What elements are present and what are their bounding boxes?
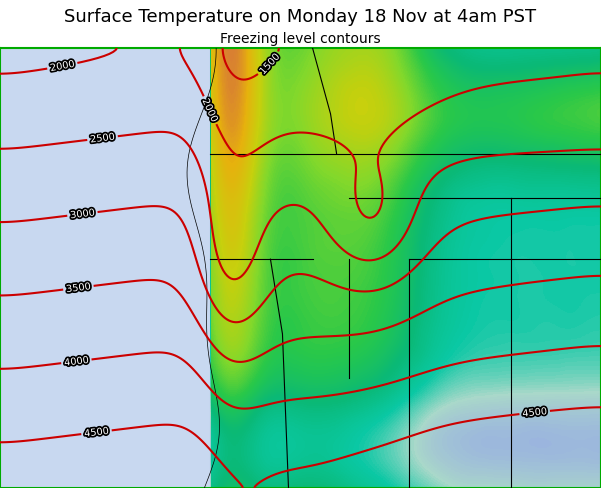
Text: 2500: 2500	[90, 132, 115, 145]
Text: 4500: 4500	[522, 407, 548, 419]
Text: Surface Temperature on Monday 18 Nov at 4am PST: Surface Temperature on Monday 18 Nov at …	[64, 8, 537, 26]
Text: 4500: 4500	[84, 426, 109, 439]
Text: Freezing level contours: Freezing level contours	[220, 32, 381, 46]
Text: 1500: 1500	[257, 52, 281, 77]
Text: 2000: 2000	[49, 60, 75, 74]
Text: 3000: 3000	[70, 208, 95, 221]
Text: 3500: 3500	[66, 282, 91, 295]
Text: 4000: 4000	[64, 355, 89, 368]
Text: 2000: 2000	[201, 98, 220, 124]
